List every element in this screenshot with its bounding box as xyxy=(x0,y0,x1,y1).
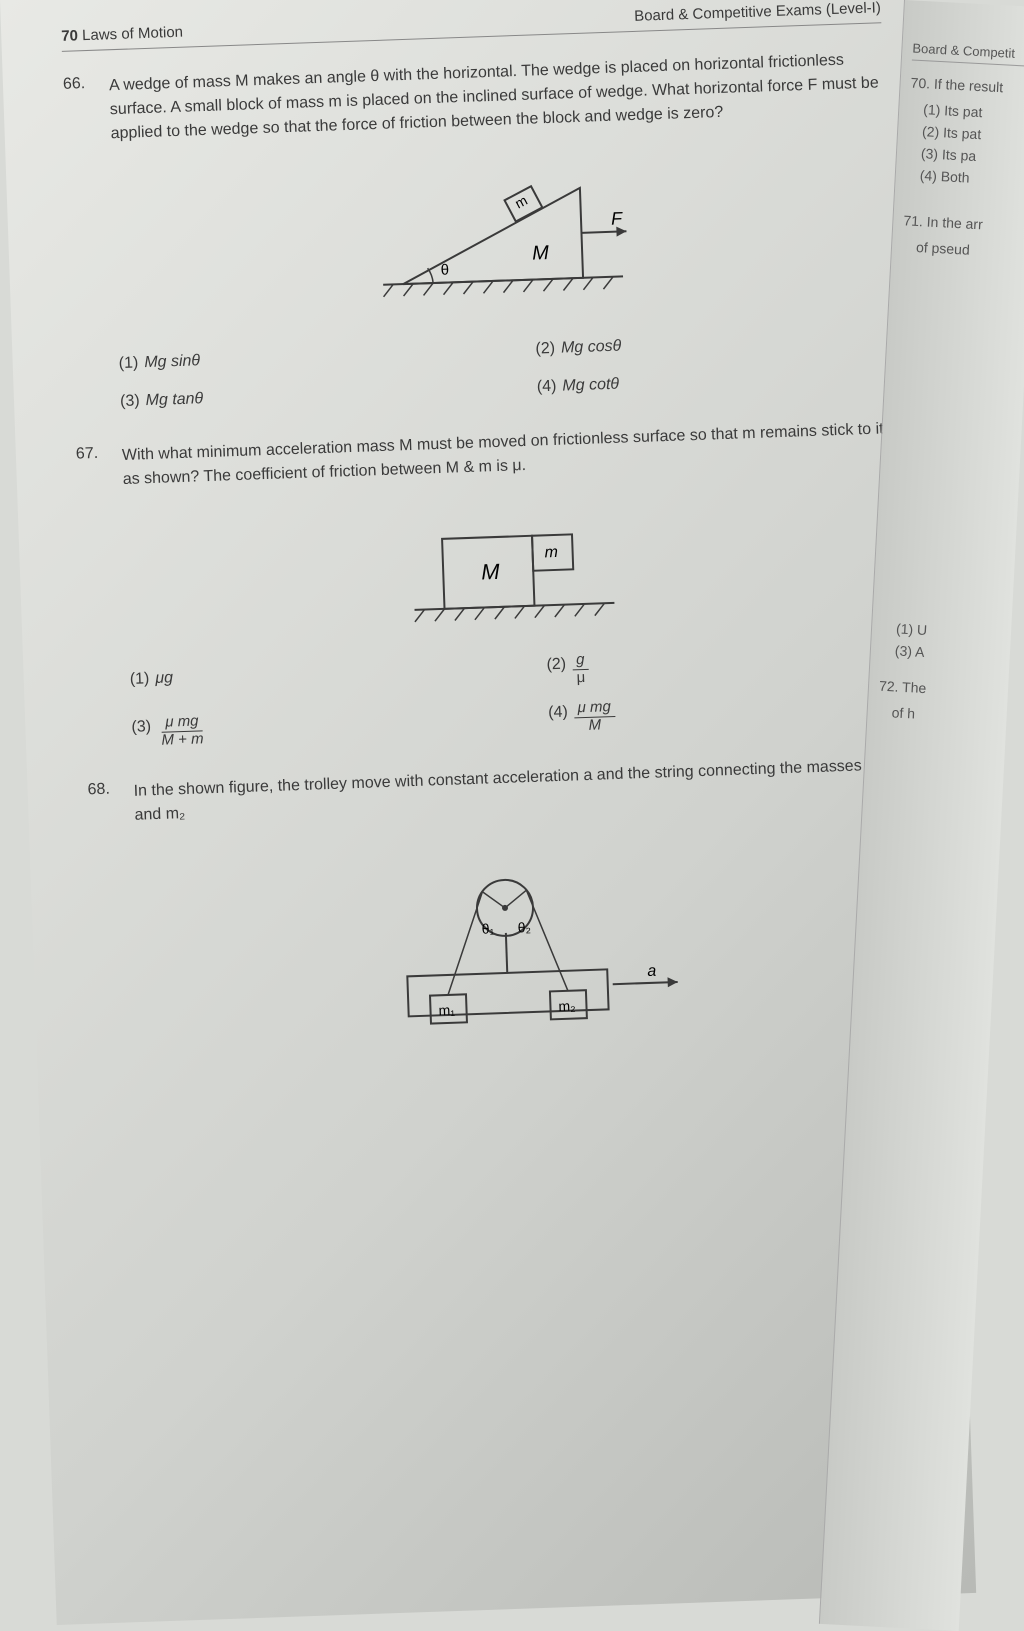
page-number: 70 xyxy=(61,27,78,45)
header-left: 70 Laws of Motion xyxy=(61,24,183,45)
question-number: 67. xyxy=(76,444,121,751)
question-text: A wedge of mass M makes an angle θ with … xyxy=(109,47,885,146)
fraction: μ mg M xyxy=(573,699,615,734)
mass2-label: m₂ xyxy=(558,998,576,1015)
small-block-label: m xyxy=(544,544,558,561)
block-diagram: M m xyxy=(124,483,902,650)
option: (4) μ mg M xyxy=(548,689,906,735)
force-label: F xyxy=(611,208,624,228)
option: (1) μg xyxy=(129,655,487,701)
side-opt: (1) Its pat xyxy=(923,101,1024,122)
wedge-svg: θ m M F xyxy=(359,146,645,326)
question-body: A wedge of mass M makes an angle θ with … xyxy=(109,47,894,414)
side-header: Board & Competit xyxy=(912,41,1024,67)
wedge-label: M xyxy=(532,242,550,265)
side-q70: 70. If the result xyxy=(910,74,1024,96)
side-sub: of h xyxy=(891,704,997,725)
side-opt: (4) Both xyxy=(919,167,1024,188)
question-text: In the shown figure, the trolley move wi… xyxy=(133,753,908,828)
option: (2) Mg cosθ xyxy=(535,325,893,361)
page-main: 70 Laws of Motion Board & Competitive Ex… xyxy=(0,0,976,1625)
question-number: 68. xyxy=(87,780,131,1065)
question-66: 66. A wedge of mass M makes an angle θ w… xyxy=(63,47,894,415)
angle-label: θ xyxy=(440,261,449,278)
fraction: g μ xyxy=(572,652,590,687)
side-q72: 72. The xyxy=(879,678,999,700)
side-opt: (3) Its pa xyxy=(921,145,1024,166)
options-66: (1) Mg sinθ (2) Mg cosθ (3) Mg tanθ (4) … xyxy=(118,325,894,414)
option: (3) Mg tanθ xyxy=(120,378,478,414)
question-body: With what minimum acceleration mass M mu… xyxy=(122,417,906,750)
side-sub: of pseud xyxy=(916,239,1022,260)
question-number: 66. xyxy=(63,75,109,416)
question-text: With what minimum acceleration mass M mu… xyxy=(122,417,897,492)
question-68: 68. In the shown figure, the trolley mov… xyxy=(87,753,916,1065)
options-67: (1) μg (2) g μ (3) μ mg M + m (4) μ mg xyxy=(129,641,905,750)
header-right: Board & Competitive Exams (Level-I) xyxy=(634,0,881,25)
option: (4) Mg cotθ xyxy=(536,363,894,399)
page-header: 70 Laws of Motion Board & Competitive Ex… xyxy=(61,0,881,52)
fraction: μ mg M + m xyxy=(157,713,208,749)
angle2-label: θ₂ xyxy=(517,919,531,935)
side-q71: 71. In the arr xyxy=(903,212,1023,234)
option: (3) μ mg M + m xyxy=(131,703,489,749)
side-opt: (3) A xyxy=(895,642,1001,663)
question-body: In the shown figure, the trolley move wi… xyxy=(133,753,916,1064)
wedge-diagram: θ m M F xyxy=(112,137,891,334)
chapter-title: Laws of Motion xyxy=(82,24,183,45)
pulley-svg: m₁ m₂ θ₁ θ₂ a xyxy=(342,826,709,1038)
block-svg: M m xyxy=(381,492,646,641)
side-opt: (2) Its pat xyxy=(922,123,1024,144)
pulley-diagram: m₁ m₂ θ₁ θ₂ a xyxy=(136,819,917,1046)
angle1-label: θ₁ xyxy=(481,920,494,936)
mass1-label: m₁ xyxy=(438,1002,455,1019)
accel-label: a xyxy=(647,963,657,980)
big-block-label: M xyxy=(481,559,501,585)
option: (2) g μ xyxy=(546,641,904,687)
option: (1) Mg sinθ xyxy=(118,340,476,376)
question-67: 67. With what minimum acceleration mass … xyxy=(76,417,906,751)
